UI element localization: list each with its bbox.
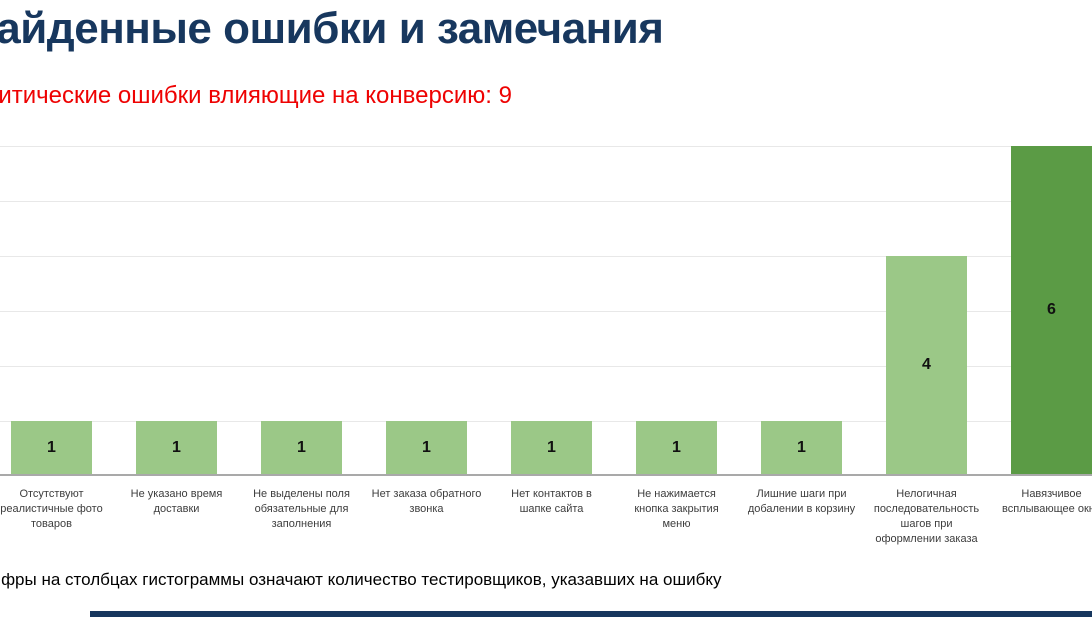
critical-errors-note: Критические ошибки влияющие на конверсию… bbox=[0, 82, 512, 109]
category-label-line: Не указано время bbox=[130, 488, 223, 500]
category-label-line: Навязчивое bbox=[1021, 488, 1082, 500]
category-label-line: звонка bbox=[409, 503, 444, 515]
bar: 6 bbox=[1011, 146, 1092, 474]
category-label: Нет контактов в шапке сайта bbox=[491, 487, 613, 517]
category-label-line: Нет контактов в bbox=[511, 488, 592, 500]
bar: 4 bbox=[886, 256, 967, 474]
category-label-line: Не нажимается bbox=[637, 488, 716, 500]
page-title: Найденные ошибки и замечания bbox=[0, 4, 664, 53]
category-label: Нелогичная последовательность шагов при офо… bbox=[866, 487, 988, 547]
bar-value-label: 1 bbox=[672, 438, 681, 456]
bar-value-label: 1 bbox=[797, 438, 806, 456]
bar-value-label: 4 bbox=[922, 356, 931, 373]
category-label-line: кнопка закрытия bbox=[634, 503, 719, 515]
category-label-line: Не выделены поля bbox=[253, 488, 350, 500]
category-label-line: Лишние шаги при bbox=[756, 488, 847, 500]
category-label: Не выделены поля обязательные для заполнен… bbox=[241, 487, 363, 532]
bar: 1 bbox=[261, 421, 342, 474]
category-label: Навязчивое всплывающее окно bbox=[991, 487, 1092, 517]
gridline bbox=[0, 146, 1092, 147]
footer-accent-bar bbox=[90, 611, 1092, 617]
category-label-line: Отсутствуют bbox=[19, 488, 84, 500]
gridline bbox=[0, 256, 1092, 257]
category-label-line: товаров bbox=[31, 518, 72, 530]
chart-footnote: Цифры на столбцах гистограммы означают к… bbox=[0, 570, 722, 589]
category-label-line: Нет заказа обратного bbox=[371, 488, 482, 500]
category-label-line: добалении в корзину bbox=[747, 503, 856, 515]
category-label: Лишние шаги при добалении в корзину bbox=[741, 487, 863, 517]
category-label-line: меню bbox=[662, 518, 691, 530]
bar-value-label: 1 bbox=[297, 438, 306, 456]
bar: 1 bbox=[386, 421, 467, 474]
category-label-line: доставки bbox=[153, 503, 200, 515]
category-label: Не указано время доставки bbox=[116, 487, 238, 517]
gridline bbox=[0, 201, 1092, 202]
bar: 1 bbox=[11, 421, 92, 474]
gridline bbox=[0, 366, 1092, 367]
category-label-line: шагов при bbox=[900, 518, 953, 530]
category-label-line: реалистичные фото bbox=[0, 503, 103, 515]
bar-value-label: 1 bbox=[172, 438, 181, 456]
bar-value-label: 1 bbox=[422, 438, 431, 456]
bar-value-label: 1 bbox=[547, 438, 556, 456]
category-label-line: заполнения bbox=[271, 518, 332, 530]
bar: 1 bbox=[761, 421, 842, 474]
category-label-line: последовательность bbox=[873, 503, 980, 515]
bar: 1 bbox=[636, 421, 717, 474]
category-label-line: всплывающее окно bbox=[1002, 503, 1092, 515]
category-label: Отсутствуют реалистичные фото товаров bbox=[0, 487, 113, 532]
category-label-line: обязательные для bbox=[254, 503, 349, 515]
category-label-line: оформлении заказа bbox=[875, 533, 978, 545]
category-label: Нет заказа обратного звонка bbox=[366, 487, 488, 517]
gridline bbox=[0, 311, 1092, 312]
bar: 1 bbox=[511, 421, 592, 474]
category-label-line: шапке сайта bbox=[519, 503, 584, 515]
category-label: Не нажимается кнопка закрытия меню bbox=[616, 487, 738, 532]
bar: 1 bbox=[136, 421, 217, 474]
bar-value-label: 1 bbox=[47, 438, 56, 456]
bar-value-label: 6 bbox=[1047, 301, 1056, 318]
x-axis-line bbox=[0, 474, 1092, 476]
category-label-line: Нелогичная bbox=[896, 488, 957, 500]
